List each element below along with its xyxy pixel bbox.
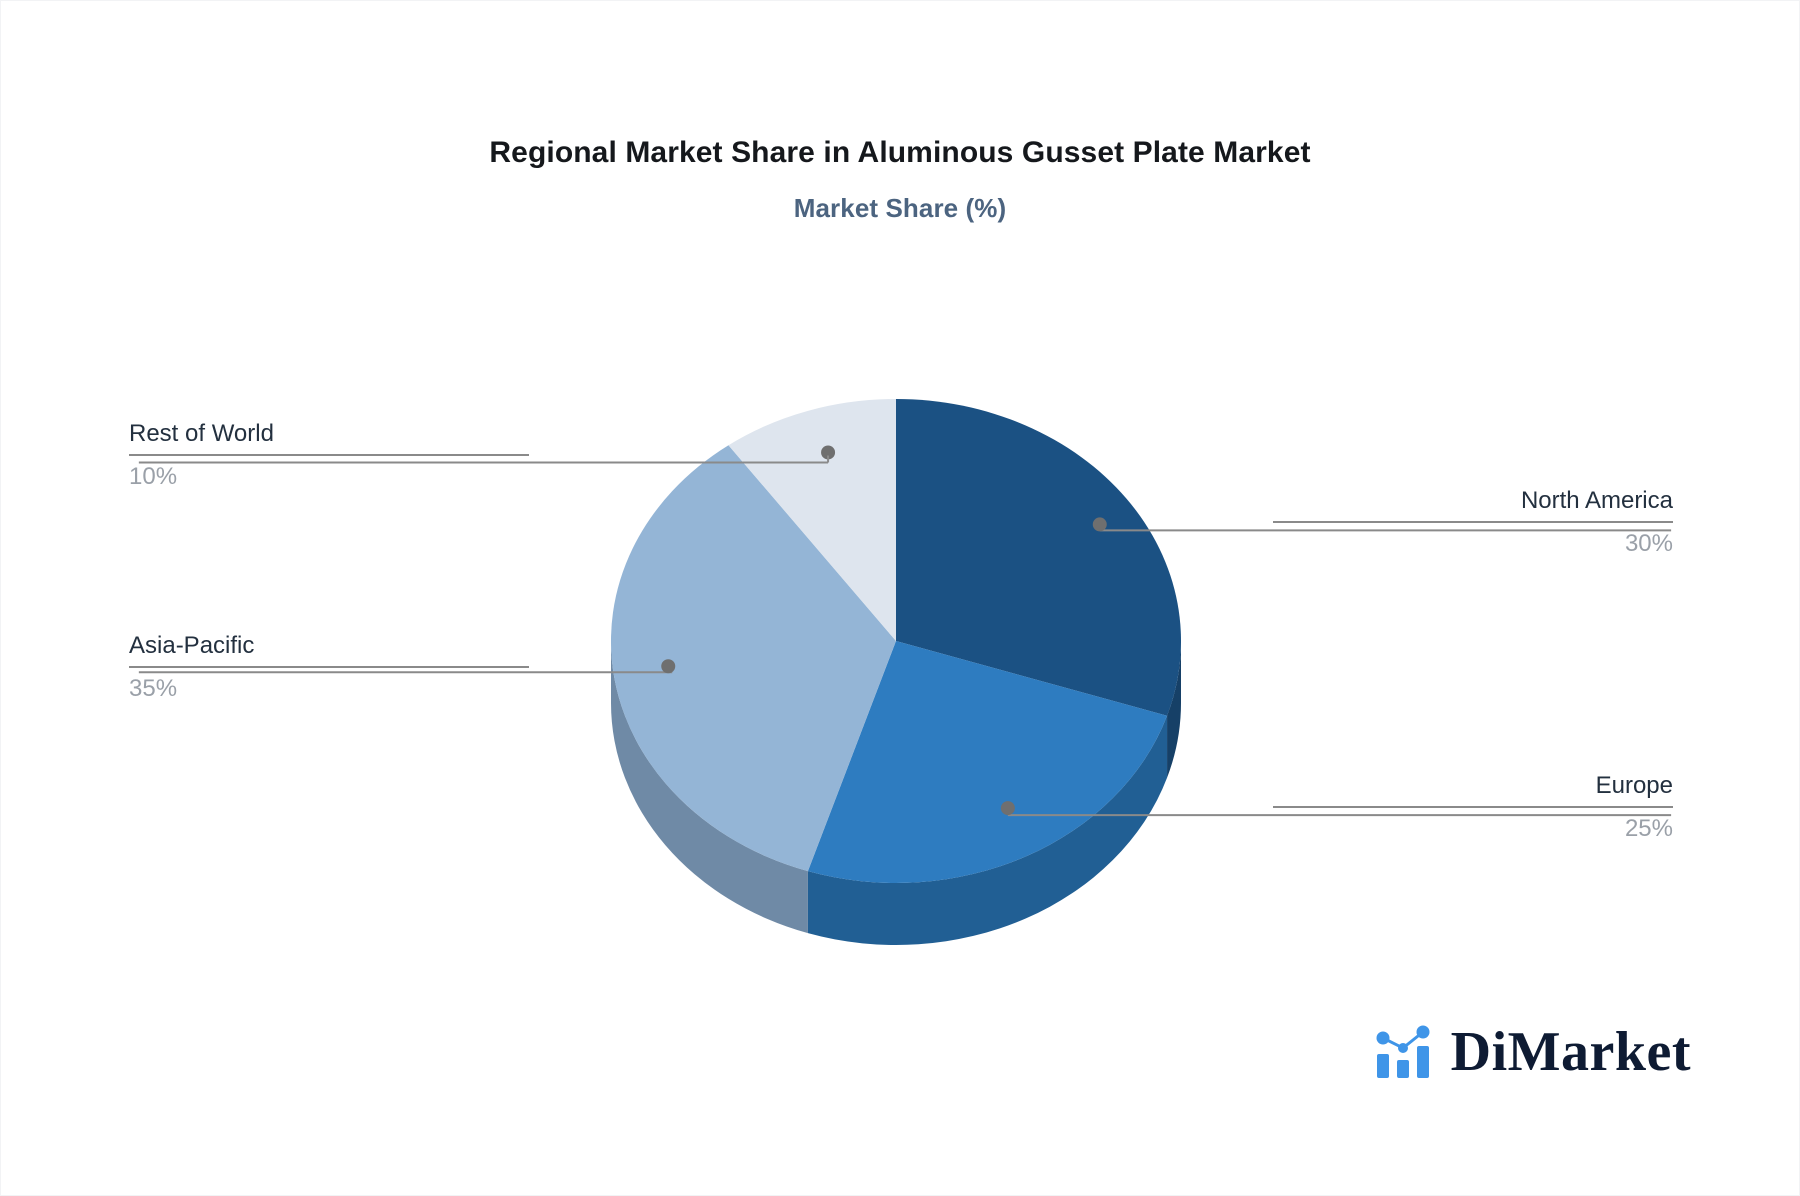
callout-value-europe: 25%	[1624, 815, 1673, 842]
callout-rule	[1273, 521, 1673, 523]
callout-value-rest-of-world: 10%	[129, 463, 178, 490]
pie-side-north-america	[1167, 641, 1181, 778]
callout-value-north-america: 30%	[1624, 530, 1673, 557]
callout-rule	[1273, 806, 1673, 808]
callout-label-europe: Europe	[1595, 772, 1673, 799]
callout-label-rest-of-world: Rest of World	[129, 420, 274, 447]
pie-top-face	[610, 399, 1181, 884]
bar-chart-icon	[1376, 1025, 1430, 1078]
pie-depth	[611, 641, 1181, 946]
pie-slice-asia-pacific	[610, 445, 896, 872]
chart-title: Regional Market Share in Aluminous Gusse…	[489, 136, 1311, 169]
pie-side-europe	[807, 715, 1168, 946]
pie-side-asia-pacific	[611, 641, 808, 934]
callout-asia-pacific: Asia-Pacific 35%	[129, 631, 529, 704]
chart-subtitle: Market Share (%)	[793, 193, 1007, 223]
brand-logo: DiMarket	[1375, 1024, 1691, 1080]
callout-label-north-america: North America	[1520, 487, 1673, 514]
callout-label-asia-pacific: Asia-Pacific	[129, 632, 255, 659]
pie-slice-rest-of-world	[728, 399, 896, 641]
callout-north-america: North America 30%	[1273, 486, 1673, 559]
pie-svg	[610, 399, 1181, 946]
pie-slice-north-america	[896, 399, 1181, 716]
callout-europe: Europe 25%	[1273, 771, 1673, 844]
callout-rule	[129, 454, 529, 456]
logo-wordmark: DiMarket	[1450, 1021, 1691, 1083]
pie-chart	[566, 356, 1226, 956]
pie-slice-europe	[807, 641, 1168, 884]
callout-rule	[129, 666, 529, 668]
callout-value-asia-pacific: 35%	[129, 675, 178, 702]
callout-rest-of-world: Rest of World 10%	[129, 419, 529, 492]
